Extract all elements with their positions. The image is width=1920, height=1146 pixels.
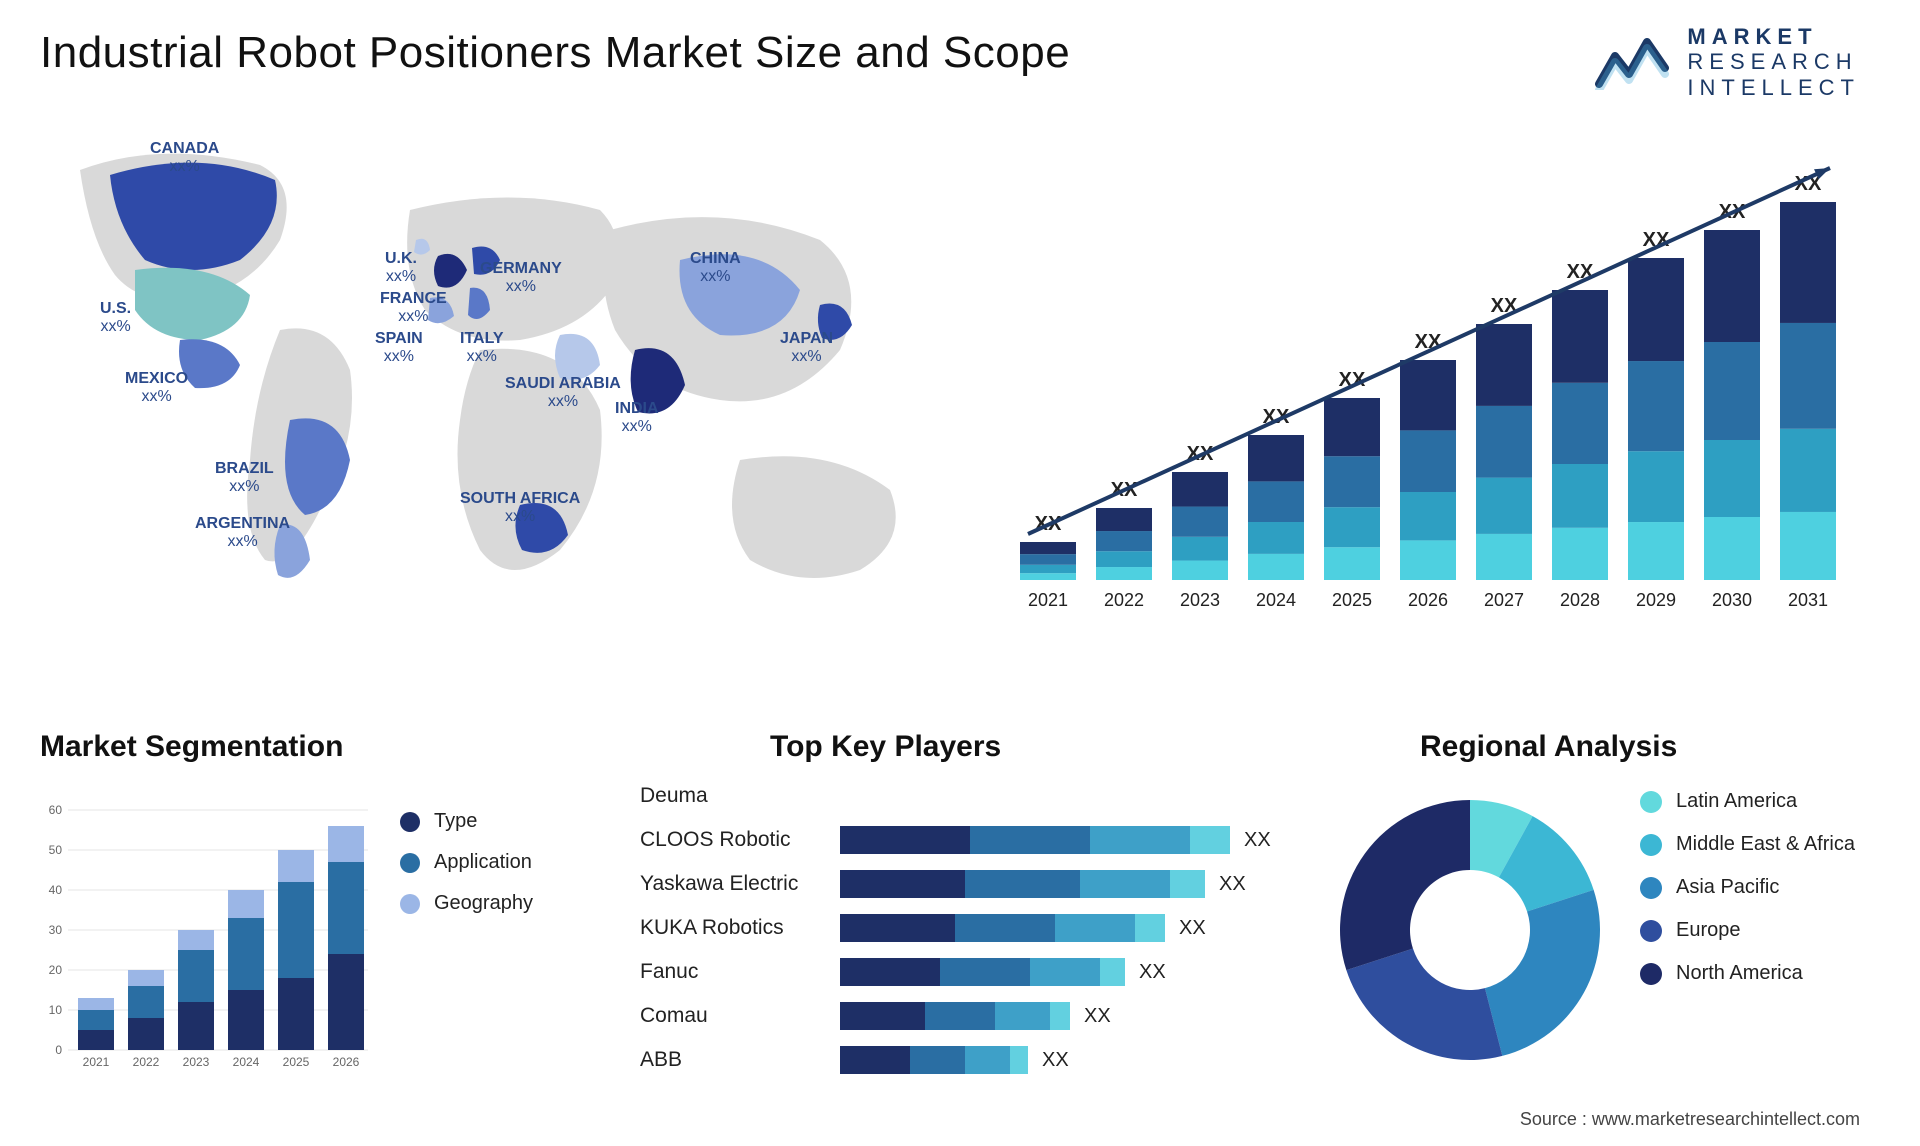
player-bar <box>840 1046 1028 1074</box>
svg-text:0: 0 <box>55 1043 62 1057</box>
logo-mark-icon <box>1595 34 1673 90</box>
legend-item: North America <box>1640 962 1855 985</box>
player-name: Fanuc <box>640 960 840 984</box>
key-players-title: Top Key Players <box>770 730 1001 764</box>
svg-text:2026: 2026 <box>333 1055 360 1069</box>
player-value: XX <box>1179 917 1206 940</box>
legend-item: Geography <box>400 892 533 915</box>
player-value: XX <box>1084 1005 1111 1028</box>
player-row: Comau XX <box>640 994 1280 1038</box>
logo-line3: INTELLECT <box>1687 75 1860 100</box>
svg-text:2023: 2023 <box>1180 590 1220 610</box>
map-label: ITALYxx% <box>460 330 504 367</box>
world-map: CANADAxx% U.S.xx% MEXICOxx% BRAZILxx% ARGENT… <box>40 130 970 630</box>
segmentation-section: Market Segmentation 0 10 20 30 40 50 60 2021 202… <box>40 730 600 1100</box>
map-label: CHINAxx% <box>690 250 741 287</box>
svg-text:2026: 2026 <box>1408 590 1448 610</box>
player-row: CLOOS Robotic XX <box>640 818 1280 862</box>
svg-text:20: 20 <box>49 963 63 977</box>
regional-legend: Latin America Middle East & Africa Asia Pa… <box>1640 790 1855 1005</box>
player-bar <box>840 826 1230 854</box>
player-value: XX <box>1219 873 1246 896</box>
player-value: XX <box>1042 1049 1069 1072</box>
svg-text:2025: 2025 <box>283 1055 310 1069</box>
logo-line2: RESEARCH <box>1687 49 1860 74</box>
svg-text:2022: 2022 <box>133 1055 160 1069</box>
svg-text:2021: 2021 <box>1028 590 1068 610</box>
player-name: Deuma <box>640 784 840 808</box>
svg-text:2024: 2024 <box>233 1055 260 1069</box>
legend-item: Application <box>400 851 533 874</box>
svg-text:2024: 2024 <box>1256 590 1296 610</box>
legend-item: Asia Pacific <box>1640 876 1855 899</box>
page-title: Industrial Robot Positioners Market Size… <box>40 28 1070 78</box>
player-bar <box>840 870 1205 898</box>
player-row: ABB XX <box>640 1038 1280 1082</box>
source-attribution: Source : www.marketresearchintellect.com <box>1520 1109 1860 1130</box>
player-value: XX <box>1244 829 1271 852</box>
map-label: ARGENTINAxx% <box>195 515 290 552</box>
svg-text:40: 40 <box>49 883 63 897</box>
map-label: CANADAxx% <box>150 140 219 177</box>
regional-title: Regional Analysis <box>1420 730 1677 764</box>
player-bar <box>840 1002 1070 1030</box>
player-row: Yaskawa Electric XX <box>640 862 1280 906</box>
player-bar <box>840 914 1165 942</box>
market-growth-svg: 2021XX2022XX2023XX2024XX2025XX2026XX2027… <box>1010 150 1860 630</box>
segmentation-chart: 0 10 20 30 40 50 60 2021 2022 2023 2024 2025 2026 <box>40 780 380 1080</box>
svg-text:2023: 2023 <box>183 1055 210 1069</box>
svg-text:30: 30 <box>49 923 63 937</box>
segmentation-title: Market Segmentation <box>40 730 343 764</box>
map-label: MEXICOxx% <box>125 370 188 407</box>
brand-logo: MARKET RESEARCH INTELLECT <box>1595 24 1860 100</box>
key-players-section: Top Key Players DeumaCLOOS RoboticXXYask… <box>640 730 1280 1120</box>
player-name: CLOOS Robotic <box>640 828 840 852</box>
svg-text:2022: 2022 <box>1104 590 1144 610</box>
map-label: JAPANxx% <box>780 330 833 367</box>
map-label: SAUDI ARABIAxx% <box>505 375 621 412</box>
player-row: Deuma <box>640 774 1280 818</box>
legend-item: Latin America <box>1640 790 1855 813</box>
map-label: FRANCExx% <box>380 290 447 327</box>
svg-text:2031: 2031 <box>1788 590 1828 610</box>
map-label: U.S.xx% <box>100 300 131 337</box>
map-label: INDIAxx% <box>615 400 659 437</box>
svg-text:50: 50 <box>49 843 63 857</box>
player-name: ABB <box>640 1048 840 1072</box>
legend-item: Middle East & Africa <box>1640 833 1855 856</box>
regional-section: Regional Analysis Latin America Middle Ea… <box>1320 730 1880 1110</box>
player-row: KUKA Robotics XX <box>640 906 1280 950</box>
player-name: KUKA Robotics <box>640 916 840 940</box>
svg-text:2028: 2028 <box>1560 590 1600 610</box>
regional-donut <box>1320 780 1620 1080</box>
svg-text:2025: 2025 <box>1332 590 1372 610</box>
player-bar <box>840 958 1125 986</box>
map-label: SPAINxx% <box>375 330 423 367</box>
svg-text:10: 10 <box>49 1003 63 1017</box>
svg-text:2021: 2021 <box>83 1055 110 1069</box>
player-row: Fanuc XX <box>640 950 1280 994</box>
market-growth-chart: 2021XX2022XX2023XX2024XX2025XX2026XX2027… <box>1010 150 1860 630</box>
legend-item: Type <box>400 810 533 833</box>
player-name: Comau <box>640 1004 840 1028</box>
svg-text:2027: 2027 <box>1484 590 1524 610</box>
legend-item: Europe <box>1640 919 1855 942</box>
player-value: XX <box>1139 961 1166 984</box>
map-label: U.K.xx% <box>385 250 417 287</box>
logo-line1: MARKET <box>1687 24 1860 49</box>
svg-text:60: 60 <box>49 803 63 817</box>
player-name: Yaskawa Electric <box>640 872 840 896</box>
svg-text:2030: 2030 <box>1712 590 1752 610</box>
svg-text:2029: 2029 <box>1636 590 1676 610</box>
map-label: BRAZILxx% <box>215 460 274 497</box>
map-label: GERMANYxx% <box>480 260 562 297</box>
segmentation-legend: Type Application Geography <box>400 810 533 933</box>
map-label: SOUTH AFRICAxx% <box>460 490 580 527</box>
